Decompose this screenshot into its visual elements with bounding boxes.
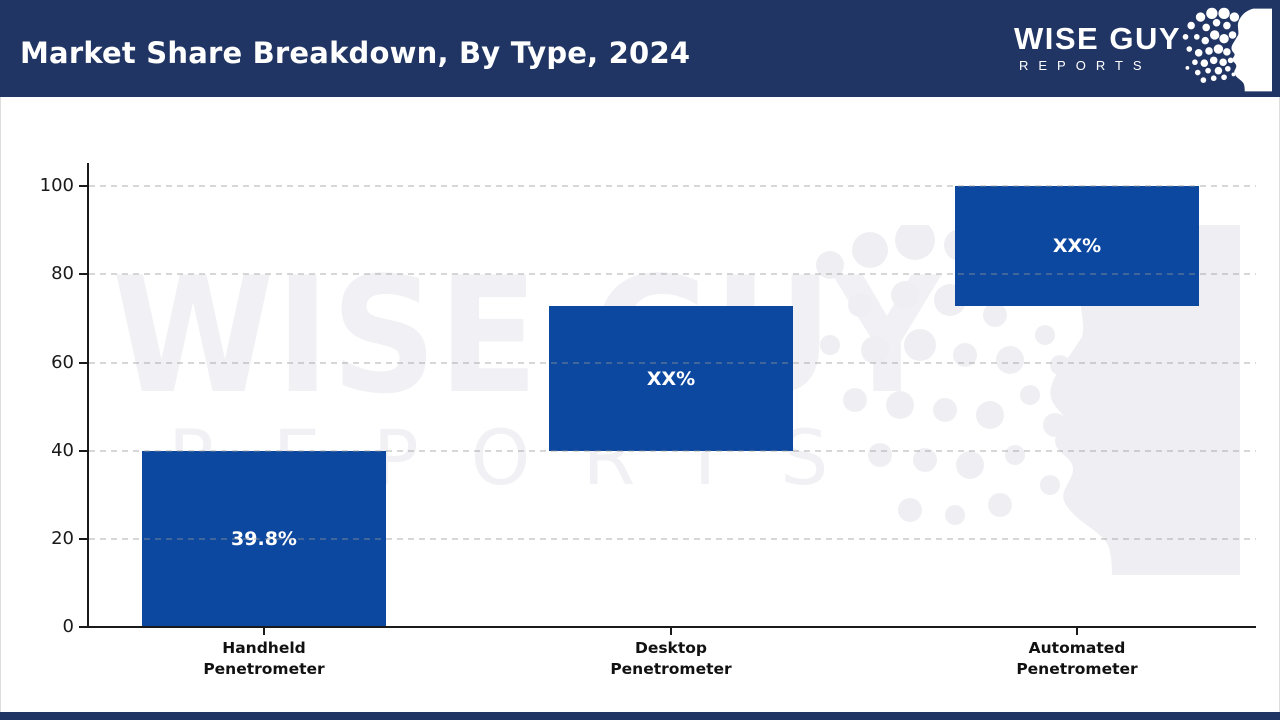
logo-wordmark: WISE GUY xyxy=(1014,21,1182,56)
footer-bar xyxy=(0,712,1280,720)
x-axis-line xyxy=(84,626,1256,628)
x-tick xyxy=(1076,628,1078,635)
watermark-face-icon xyxy=(816,225,1240,575)
x-tick xyxy=(670,628,672,635)
y-axis-line xyxy=(87,163,89,628)
watermark-wordmark: WISE GUY xyxy=(112,242,942,429)
y-tick-label: 100 xyxy=(39,175,74,196)
y-tick-label: 80 xyxy=(51,263,74,284)
bar-handheld-penetrometer: 39.8% xyxy=(142,451,386,627)
bar-desktop-penetrometer: XX% xyxy=(549,306,793,451)
y-tick xyxy=(79,626,87,628)
logo-face-icon xyxy=(1182,7,1272,92)
x-tick xyxy=(263,628,265,635)
y-tick-label: 60 xyxy=(51,352,74,373)
page-title: Market Share Breakdown, By Type, 2024 xyxy=(20,35,691,70)
logo-subtext: REPORTS xyxy=(1019,58,1152,73)
y-tick xyxy=(79,538,87,540)
x-label-line: Penetrometer xyxy=(610,660,732,678)
bar-value-label: XX% xyxy=(646,367,696,390)
y-tick xyxy=(79,185,87,187)
gridline-20 xyxy=(89,538,1256,540)
x-category-label-handheld: Handheld Penetrometer xyxy=(104,638,424,680)
y-tick xyxy=(79,273,87,275)
y-tick-label: 0 xyxy=(62,616,74,637)
x-label-line: Handheld xyxy=(222,639,306,657)
bar-automated-penetrometer: XX% xyxy=(955,186,1199,306)
x-label-line: Penetrometer xyxy=(203,660,325,678)
frame-border-left xyxy=(0,97,1,712)
gridline-80 xyxy=(89,273,1256,275)
x-label-line: Desktop xyxy=(634,639,708,657)
x-category-label-automated: Automated Penetrometer xyxy=(917,638,1237,680)
gridline-60 xyxy=(89,362,1256,364)
bar-value-label: XX% xyxy=(1052,235,1102,257)
header-bar: Market Share Breakdown, By Type, 2024 WI… xyxy=(0,0,1280,97)
logo-wordmark-block: WISE GUY REPORTS xyxy=(1014,23,1181,73)
gridline-100 xyxy=(89,185,1256,187)
y-tick-label: 20 xyxy=(51,528,74,549)
x-label-line: Automated xyxy=(1028,639,1126,657)
y-tick xyxy=(79,362,87,364)
gridline-40 xyxy=(89,450,1256,452)
y-tick-label: 40 xyxy=(51,440,74,461)
x-category-label-desktop: Desktop Penetrometer xyxy=(511,638,831,680)
wiseguy-logo: WISE GUY REPORTS xyxy=(1014,5,1272,92)
bar-value-label: 39.8% xyxy=(231,528,297,550)
y-tick xyxy=(79,450,87,452)
x-label-line: Penetrometer xyxy=(1016,660,1138,678)
